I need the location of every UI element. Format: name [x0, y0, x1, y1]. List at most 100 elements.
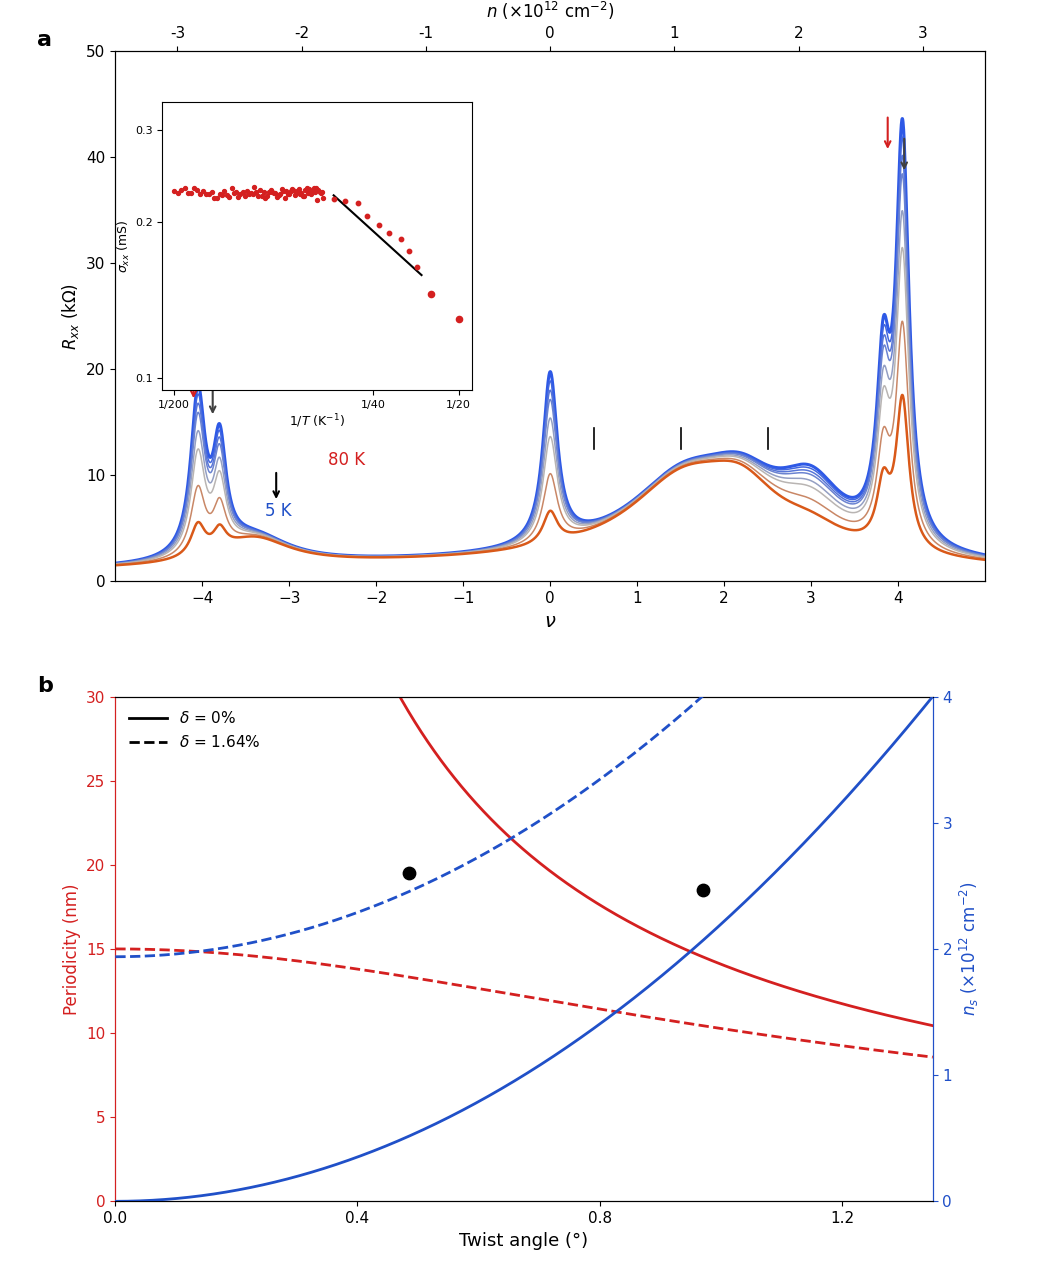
Point [313, 181, 330, 202]
Point [275, 181, 291, 202]
Point [242, 183, 259, 203]
Point [211, 184, 227, 204]
Y-axis label: $\sigma_{xx}$ (mS): $\sigma_{xx}$ (mS) [116, 220, 132, 272]
Point [176, 178, 193, 198]
Point [409, 257, 425, 277]
Point [300, 183, 316, 203]
Point [305, 178, 322, 198]
Point [179, 183, 196, 203]
X-axis label: $\nu$: $\nu$ [544, 612, 556, 631]
Point [264, 181, 281, 202]
Point [284, 179, 301, 199]
Point [310, 180, 327, 201]
Point [291, 184, 308, 204]
Point [234, 181, 250, 202]
Point [285, 179, 302, 199]
Point [304, 181, 321, 202]
Point [294, 185, 311, 206]
X-axis label: $n$ ($\times$10$^{12}$ cm$^{-2}$): $n$ ($\times$10$^{12}$ cm$^{-2}$) [486, 0, 614, 22]
Point [254, 185, 270, 206]
Point [182, 183, 199, 203]
Point [256, 181, 272, 202]
Y-axis label: $R_{xx}$ (k$\Omega$): $R_{xx}$ (k$\Omega$) [60, 282, 81, 350]
Point [267, 183, 284, 203]
Point [290, 179, 307, 199]
Point [265, 183, 282, 203]
Point [422, 284, 439, 304]
Point [259, 187, 276, 207]
Point [301, 179, 318, 199]
Point [286, 184, 303, 204]
Point [173, 180, 190, 201]
Point [221, 187, 238, 207]
Point [268, 187, 285, 207]
Point [278, 181, 294, 202]
Point [271, 184, 288, 204]
Point [302, 181, 319, 202]
Point [297, 180, 313, 201]
Point [274, 179, 290, 199]
Point [248, 183, 265, 203]
Point [198, 184, 215, 204]
Point [232, 184, 248, 204]
Y-axis label: Periodicity (nm): Periodicity (nm) [63, 883, 81, 1015]
Point [281, 184, 298, 204]
Point [223, 178, 240, 198]
Point [312, 183, 329, 203]
Point [308, 178, 325, 198]
Point [246, 176, 263, 197]
Point [350, 193, 367, 213]
Point [189, 180, 205, 201]
Point [195, 180, 212, 201]
Text: b: b [38, 676, 53, 697]
Point [203, 181, 220, 202]
Point [218, 185, 235, 206]
Point [192, 184, 209, 204]
Point [261, 181, 278, 202]
Point [392, 229, 409, 249]
Point [277, 188, 293, 208]
Point [270, 184, 287, 204]
Point [381, 222, 398, 243]
Text: 80 K: 80 K [328, 451, 366, 469]
Point [252, 180, 268, 201]
Point [400, 863, 417, 883]
Point [227, 181, 244, 202]
Text: a: a [37, 29, 52, 50]
Point [303, 184, 320, 204]
Point [209, 188, 225, 208]
X-axis label: 1/$T$ (K$^{-1}$): 1/$T$ (K$^{-1}$) [289, 413, 345, 429]
Text: 5 K: 5 K [265, 502, 292, 520]
Point [288, 183, 305, 203]
Point [206, 188, 223, 208]
Point [694, 879, 711, 900]
X-axis label: Twist angle (°): Twist angle (°) [459, 1232, 589, 1250]
Point [309, 190, 326, 211]
Point [214, 185, 231, 206]
Y-axis label: $n_s$ ($\times$10$^{12}$ cm$^{-2}$): $n_s$ ($\times$10$^{12}$ cm$^{-2}$) [958, 882, 981, 1016]
Point [358, 206, 375, 226]
Point [337, 192, 354, 212]
Point [371, 215, 388, 235]
Point [225, 183, 242, 203]
Point [238, 181, 255, 202]
Point [325, 189, 342, 210]
Point [314, 188, 331, 208]
Point [257, 188, 274, 208]
Point [236, 185, 253, 206]
Point [185, 178, 202, 198]
Legend: $\delta$ = 0%, $\delta$ = 1.64%: $\delta$ = 0%, $\delta$ = 1.64% [123, 704, 267, 757]
Point [240, 184, 257, 204]
Point [280, 183, 297, 203]
Point [244, 184, 261, 204]
Point [400, 240, 417, 261]
Point [289, 181, 306, 202]
Point [307, 183, 324, 203]
Point [166, 180, 182, 201]
Point [230, 187, 246, 207]
Point [200, 184, 217, 204]
Point [293, 183, 310, 203]
Point [216, 181, 233, 202]
Point [282, 180, 299, 201]
Point [262, 180, 279, 201]
